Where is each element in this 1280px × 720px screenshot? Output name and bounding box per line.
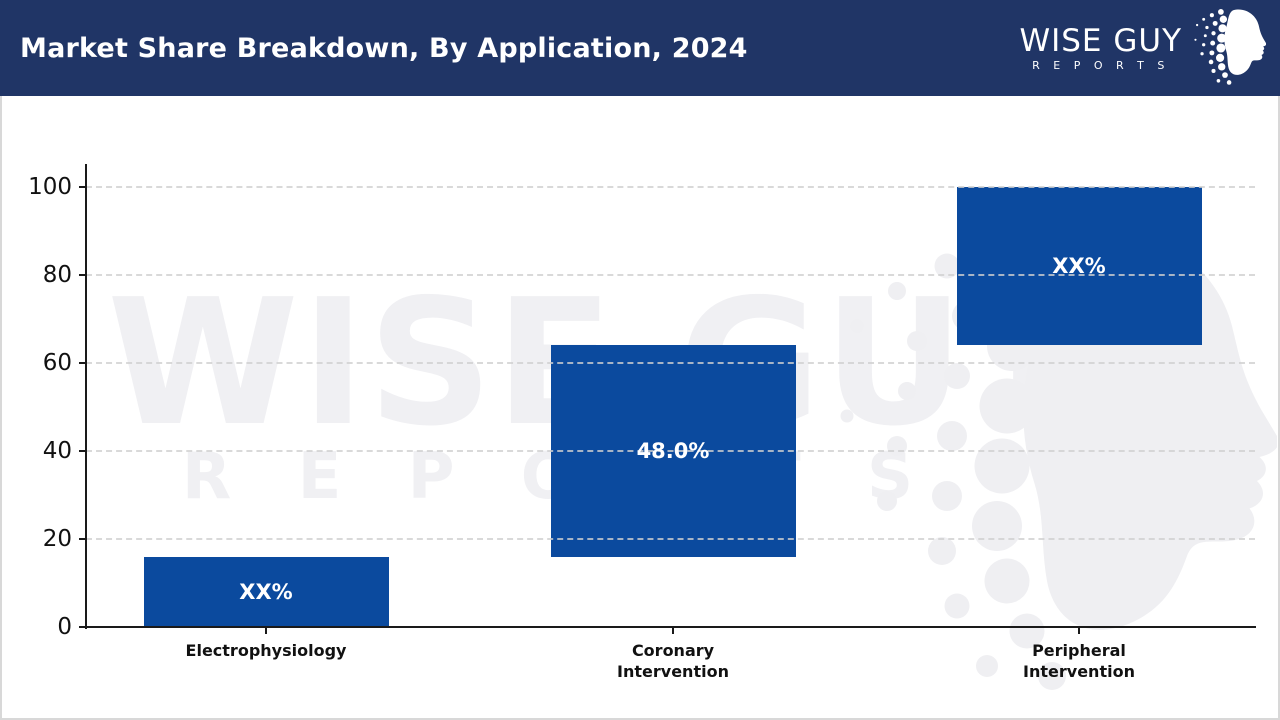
x-category-label: Peripheral Intervention — [1023, 641, 1135, 681]
y-tick-mark — [79, 538, 86, 540]
bar-value-label: 48.0% — [636, 439, 710, 463]
y-tick-mark — [79, 362, 86, 364]
y-tick-mark — [79, 274, 86, 276]
logo-face-icon — [1194, 9, 1266, 85]
bar-segment — [956, 187, 1202, 346]
x-category-label: Electrophysiology — [185, 641, 347, 660]
gridline — [86, 186, 1255, 188]
y-tick-mark — [79, 626, 86, 628]
wise-guy-logo: WISE GUY R E P O R T S — [1019, 7, 1266, 89]
x-axis-line — [85, 626, 1256, 628]
y-tick-label: 40 — [42, 438, 72, 464]
bar-value-label: XX% — [1052, 254, 1106, 279]
y-tick-label: 20 — [42, 526, 72, 552]
page-title: Market Share Breakdown, By Application, … — [20, 32, 748, 64]
chart-canvas: WISE GUY R E P O R T S XX%48.0%XX%020406… — [0, 96, 1280, 720]
bar-segment — [143, 556, 389, 627]
y-axis-line — [85, 164, 87, 629]
gridline — [86, 538, 1255, 540]
bar-value-label: XX% — [239, 579, 293, 604]
y-tick-label: 60 — [42, 350, 72, 376]
logo-wordmark: WISE GUY — [1019, 22, 1182, 59]
x-tick-mark — [1078, 627, 1080, 634]
gridline — [86, 274, 1255, 276]
gridline — [86, 450, 1255, 452]
x-tick-mark — [265, 627, 267, 634]
header-bar: Market Share Breakdown, By Application, … — [0, 0, 1280, 96]
y-tick-mark — [79, 186, 86, 188]
y-tick-label: 80 — [42, 262, 72, 288]
gridline — [86, 362, 1255, 364]
y-tick-label: 100 — [28, 174, 72, 200]
y-tick-label: 0 — [57, 614, 72, 640]
logo-subtitle: R E P O R T S — [1032, 58, 1170, 72]
x-category-label: Coronary Intervention — [617, 641, 729, 681]
logo-wordmark-block: WISE GUY R E P O R T S — [1019, 24, 1182, 73]
y-tick-mark — [79, 450, 86, 452]
x-tick-mark — [672, 627, 674, 634]
